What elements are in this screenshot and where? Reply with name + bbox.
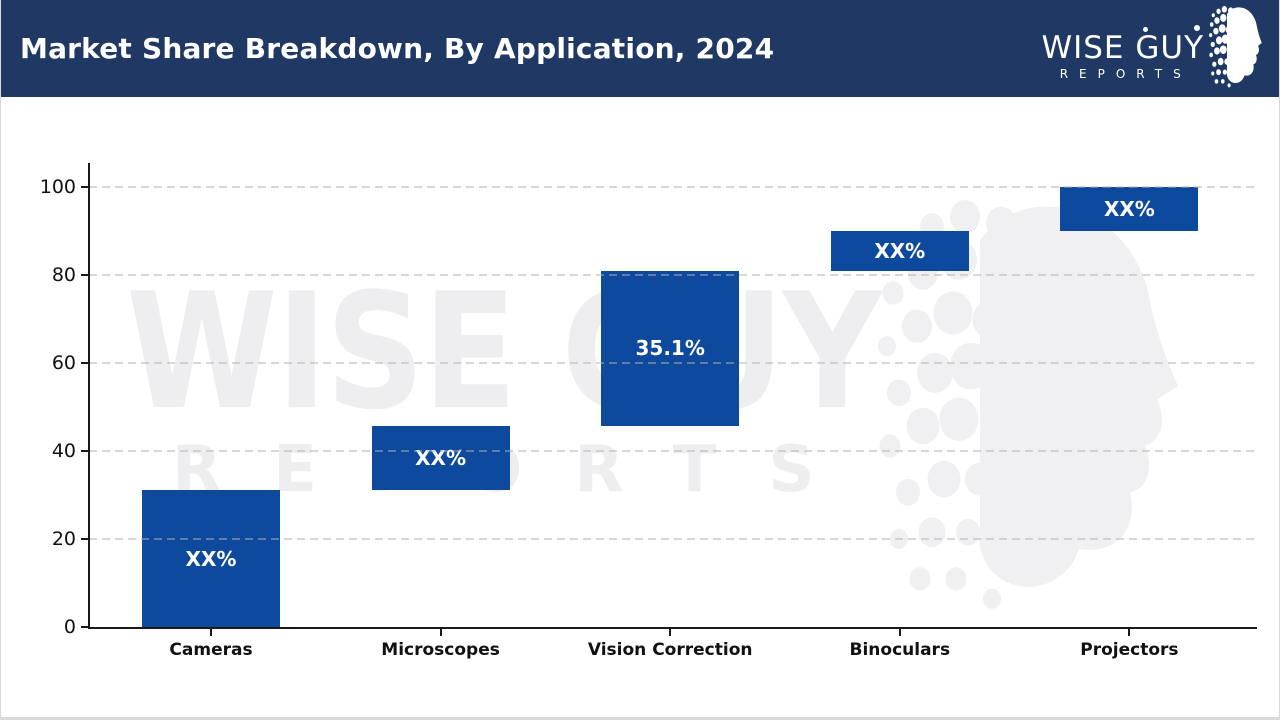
- x-tick: [210, 629, 212, 636]
- watermark-text: WISE GUY: [126, 258, 882, 445]
- y-tick: [81, 449, 89, 452]
- gridline: [89, 185, 1255, 188]
- logo-dot-icon: [1194, 24, 1200, 31]
- logo-line2: REPORTS: [1059, 66, 1192, 81]
- x-axis-category-label: Cameras: [169, 640, 253, 660]
- bar: XX%: [371, 425, 510, 491]
- y-tick: [81, 537, 89, 540]
- x-tick: [1128, 629, 1131, 636]
- gridline: [89, 537, 1255, 540]
- y-tick: [81, 273, 89, 276]
- gridline: [89, 361, 1255, 364]
- y-tick: [81, 361, 89, 364]
- x-axis-category-label: Vision Correction: [587, 640, 753, 660]
- x-axis-category-label: Binoculars: [849, 640, 951, 660]
- bar: XX%: [142, 490, 280, 627]
- x-tick: [898, 629, 901, 636]
- bar-value-label: 35.1%: [635, 336, 705, 361]
- y-tick: [81, 626, 89, 628]
- gridline: [89, 449, 1255, 452]
- x-axis-category-label: Microscopes: [381, 640, 500, 660]
- bar-value-label: XX%: [874, 239, 926, 264]
- y-axis-tick-label: 0: [63, 616, 76, 638]
- y-axis-tick-label: 80: [51, 263, 76, 286]
- logo-wordmark: WISE GUY REPORTS: [1041, 19, 1204, 80]
- logo-dot-icon: [1143, 26, 1148, 32]
- logo-face-icon: [1209, 6, 1262, 88]
- gridline: [89, 273, 1255, 276]
- y-axis-tick-label: 20: [51, 527, 76, 550]
- footer-strip: [0, 717, 1280, 720]
- logo-line1: WISE GUY: [1041, 29, 1204, 66]
- bar-value-label: XX%: [1103, 196, 1155, 221]
- x-axis-category-label: Projectors: [1080, 640, 1179, 660]
- x-tick: [669, 629, 672, 636]
- y-tick: [81, 185, 89, 188]
- wise-guy-reports-logo: WISE GUY REPORTS: [1041, 4, 1266, 94]
- x-tick: [439, 629, 442, 636]
- y-axis-tick-label: 100: [39, 175, 76, 198]
- y-axis-tick-label: 60: [51, 351, 76, 374]
- y-axis-line: [88, 163, 90, 629]
- x-axis-line: [88, 627, 1257, 629]
- bar: XX%: [1060, 186, 1199, 231]
- header-banner: Market Share Breakdown, By Application, …: [0, 0, 1280, 97]
- chart-title: Market Share Breakdown, By Application, …: [20, 32, 775, 65]
- bar-value-label: XX%: [185, 546, 237, 571]
- bar: XX%: [830, 230, 969, 272]
- bar: 35.1%: [601, 271, 740, 426]
- y-axis-tick-label: 40: [51, 439, 76, 462]
